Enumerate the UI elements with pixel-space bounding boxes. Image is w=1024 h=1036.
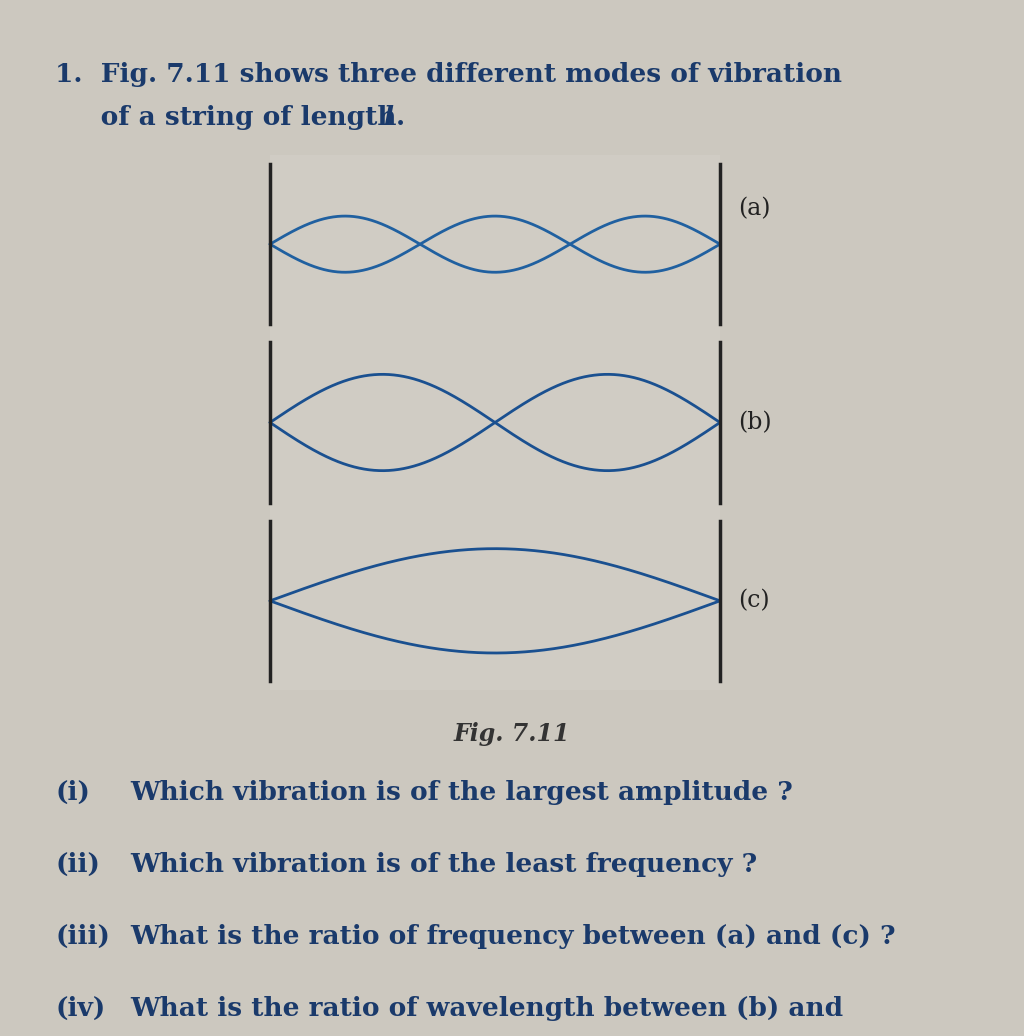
Text: .: .	[396, 105, 406, 130]
Text: of a string of length: of a string of length	[55, 105, 406, 130]
Text: What is the ratio of frequency between (a) and (c) ?: What is the ratio of frequency between (…	[130, 924, 896, 949]
Text: What is the ratio of wavelength between (b) and: What is the ratio of wavelength between …	[130, 996, 843, 1021]
Text: (ii): (ii)	[55, 852, 100, 877]
Text: l: l	[383, 105, 393, 130]
Bar	[270, 155, 720, 690]
Text: (iii): (iii)	[55, 924, 110, 949]
Text: 1.  Fig. 7.11 shows three different modes of vibration: 1. Fig. 7.11 shows three different modes…	[55, 62, 842, 87]
Text: Which vibration is of the least frequency ?: Which vibration is of the least frequenc…	[130, 852, 757, 877]
Text: (c): (c)	[738, 589, 770, 612]
Text: Fig. 7.11: Fig. 7.11	[454, 722, 570, 746]
Text: (iv): (iv)	[55, 996, 105, 1021]
Text: (a): (a)	[738, 197, 770, 220]
Text: (i): (i)	[55, 780, 90, 805]
Text: Which vibration is of the largest amplitude ?: Which vibration is of the largest amplit…	[130, 780, 793, 805]
Text: (b): (b)	[738, 411, 772, 434]
